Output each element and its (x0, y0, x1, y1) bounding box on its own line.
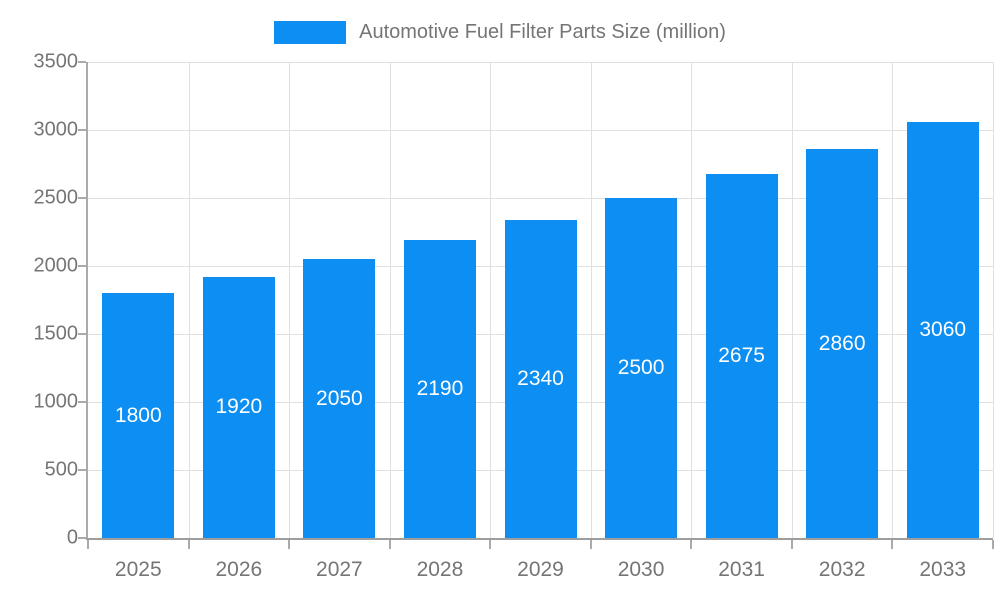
y-tick-mark (78, 401, 86, 403)
legend-swatch-icon (274, 20, 347, 44)
x-axis-label: 2032 (818, 558, 866, 581)
x-tick-mark (87, 540, 89, 549)
bar-value-label: 2190 (416, 377, 464, 401)
x-grid-line (389, 62, 391, 538)
x-grid-line (590, 62, 592, 538)
x-axis-label: 2029 (517, 558, 564, 581)
x-axis-label: 2033 (919, 558, 967, 581)
y-tick-label: 2000 (33, 254, 79, 277)
x-tick-mark (790, 540, 793, 549)
x-axis-label: 2028 (416, 558, 464, 581)
bar[interactable]: 1800 (102, 293, 175, 538)
y-tick-mark (78, 537, 86, 539)
y-tick-mark (78, 61, 86, 63)
y-tick-mark (78, 197, 86, 199)
bar-value-label: 2340 (517, 366, 564, 390)
x-tick-mark (489, 540, 492, 549)
y-tick-mark (78, 129, 86, 131)
bar-value-label: 2050 (316, 386, 363, 410)
x-grid-line (892, 62, 894, 538)
x-tick-mark (690, 540, 693, 549)
x-tick-mark (388, 540, 391, 549)
x-axis-line (86, 538, 993, 540)
x-tick-mark (187, 540, 190, 549)
bar[interactable]: 1920 (202, 276, 275, 538)
y-axis-line (86, 62, 88, 540)
bar-value-label: 2860 (818, 331, 866, 355)
x-axis-label: 2030 (617, 558, 665, 581)
y-tick-label: 1000 (33, 390, 79, 413)
plot-area: 1800 1920 2050 2190 2340 2500 2675 2860 3060 0 50… (34, 51, 994, 581)
bar[interactable]: 2860 (806, 149, 879, 538)
bar-value-label: 1800 (114, 403, 162, 427)
bar-value-label: 1920 (215, 395, 263, 419)
legend-label: Automotive Fuel Filter Parts Size (milli… (359, 20, 726, 43)
x-tick-mark (288, 540, 291, 549)
chart-legend[interactable]: Automotive Fuel Filter Parts Size (milli… (0, 16, 1000, 48)
x-tick-mark (589, 540, 592, 549)
x-axis-label: 2025 (114, 558, 162, 581)
y-grid-line (88, 62, 993, 63)
y-tick-mark (78, 333, 86, 335)
y-tick-label: 2500 (33, 186, 79, 209)
y-tick-mark (78, 265, 86, 267)
y-tick-label: 3500 (33, 50, 79, 73)
bar-value-label: 2500 (617, 356, 665, 379)
x-grid-line (691, 62, 693, 538)
bar[interactable]: 2500 (605, 198, 678, 538)
x-grid-line (490, 62, 492, 538)
bar[interactable]: 2340 (504, 219, 577, 538)
x-grid-line (791, 62, 793, 538)
bar-value-label: 3060 (919, 317, 967, 341)
x-axis-label: 2031 (718, 558, 765, 581)
x-axis-label: 2026 (215, 558, 263, 581)
y-tick-mark (78, 469, 86, 471)
bar-value-label: 2675 (718, 344, 765, 368)
x-tick-mark (891, 540, 894, 549)
bar[interactable]: 2190 (403, 240, 476, 538)
y-grid-line (88, 130, 993, 131)
y-tick-label: 3000 (33, 118, 79, 141)
y-tick-label: 500 (44, 458, 78, 481)
y-tick-label: 1500 (33, 322, 79, 345)
y-tick-label: 0 (66, 526, 78, 549)
bar[interactable]: 2050 (303, 259, 376, 538)
x-tick-mark (992, 540, 994, 549)
x-grid-line (289, 62, 291, 538)
bar[interactable]: 3060 (906, 121, 979, 538)
y-grid-line (88, 198, 993, 199)
x-axis-label: 2027 (316, 558, 363, 581)
x-grid-line (993, 62, 994, 538)
bar[interactable]: 2675 (705, 174, 778, 538)
x-grid-line (188, 62, 190, 538)
